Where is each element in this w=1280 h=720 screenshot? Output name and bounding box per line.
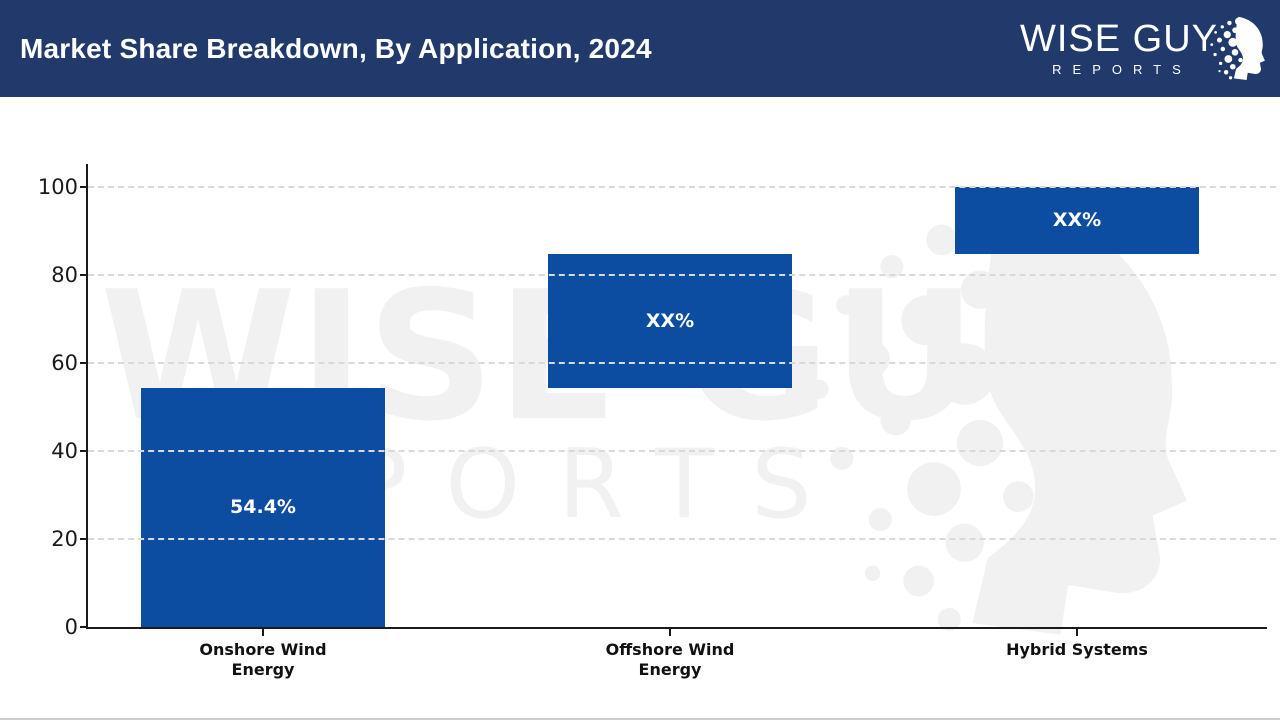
bar-value-label: 54.4% [230,496,296,519]
y-tick-label: 100 [37,175,78,199]
wise-guy-logo: WISE GUY REPORTS [1020,10,1266,88]
y-tick-mark [80,626,88,628]
x-tick-mark [262,629,264,636]
y-tick-mark [80,538,88,540]
chart-title: Market Share Breakdown, By Application, … [20,32,652,64]
x-category-label: Hybrid Systems [1006,640,1148,659]
bar-segment [141,387,385,627]
y-tick-mark [80,274,88,276]
y-gridline [88,450,1276,452]
bar-segment [955,187,1199,254]
y-gridline [88,274,1276,276]
logo-subtext: REPORTS [1052,62,1192,77]
bar-segment [548,253,792,388]
y-tick-mark [80,362,88,364]
header: Market Share Breakdown, By Application, … [0,0,1280,97]
y-gridline [88,362,1276,364]
y-tick-label: 0 [64,615,78,639]
x-category-label: Offshore Wind Energy [605,640,735,679]
y-tick-mark [80,450,88,452]
logo-head-icon [1210,16,1265,80]
x-axis-line [86,627,1267,629]
y-tick-mark [80,186,88,188]
bar-value-label: XX% [645,309,695,332]
y-tick-label: 80 [51,263,78,287]
x-category-label: Onshore Wind Energy [199,640,327,679]
y-gridline [88,186,1276,188]
y-tick-label: 20 [51,527,78,551]
y-gridline [88,538,1276,540]
y-axis-line [86,164,88,629]
y-tick-label: 60 [51,351,78,375]
logo-wordmark: WISE GUY [1019,18,1218,60]
x-tick-mark [1076,629,1078,636]
bar-value-label: XX% [1052,209,1102,232]
logo-text: WISE GUY REPORTS [1020,20,1218,77]
y-tick-label: 40 [51,439,78,463]
watermark-head-icon [809,197,1187,635]
x-tick-mark [669,629,671,636]
bottom-border-line [0,718,1280,720]
